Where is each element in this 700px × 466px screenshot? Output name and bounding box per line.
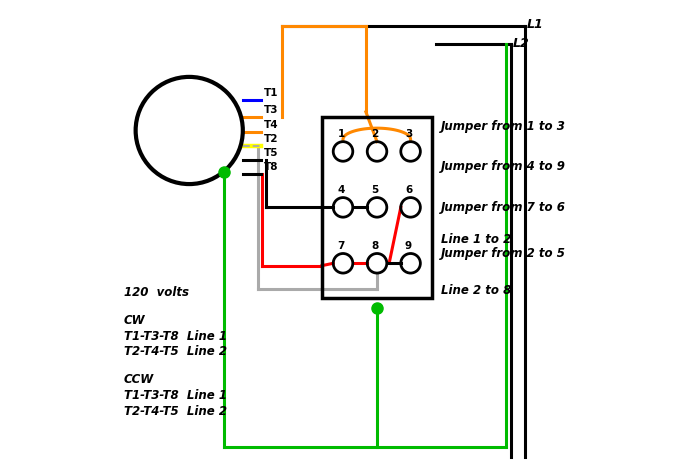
Text: L1: L1	[527, 18, 544, 31]
Text: Line 1 to 2: Line 1 to 2	[441, 233, 511, 246]
Text: T2-T4-T5  Line 2: T2-T4-T5 Line 2	[124, 345, 227, 358]
Text: T1-T3-T8  Line 1: T1-T3-T8 Line 1	[124, 390, 227, 402]
Text: 4: 4	[337, 185, 345, 195]
Text: 5: 5	[372, 185, 379, 195]
Text: 2: 2	[372, 129, 379, 139]
Text: 120  volts: 120 volts	[124, 286, 189, 299]
Text: Jumper from 2 to 5: Jumper from 2 to 5	[441, 247, 566, 260]
Text: T1: T1	[264, 89, 279, 98]
Bar	[322, 116, 431, 298]
Text: T8: T8	[264, 162, 279, 172]
Text: CW: CW	[124, 314, 146, 327]
Text: T2-T4-T5  Line 2: T2-T4-T5 Line 2	[124, 405, 227, 418]
Text: T1-T3-T8  Line 1: T1-T3-T8 Line 1	[124, 330, 227, 343]
Text: Line 2 to 8: Line 2 to 8	[441, 284, 511, 296]
Text: Jumper from 4 to 9: Jumper from 4 to 9	[441, 160, 566, 173]
Text: T4: T4	[264, 120, 279, 130]
Text: 8: 8	[372, 241, 379, 251]
Text: CCW: CCW	[124, 373, 154, 386]
Text: T3: T3	[264, 105, 279, 115]
Text: Jumper from 1 to 3: Jumper from 1 to 3	[441, 121, 566, 133]
Text: 6: 6	[405, 185, 412, 195]
Text: L2: L2	[513, 37, 530, 49]
Text: 3: 3	[405, 129, 412, 139]
Text: 9: 9	[405, 241, 412, 251]
Text: T5: T5	[264, 148, 279, 158]
Text: T2: T2	[264, 134, 279, 144]
Text: 7: 7	[337, 241, 345, 251]
Text: Jumper from 7 to 6: Jumper from 7 to 6	[441, 201, 566, 213]
Text: 1: 1	[337, 129, 344, 139]
